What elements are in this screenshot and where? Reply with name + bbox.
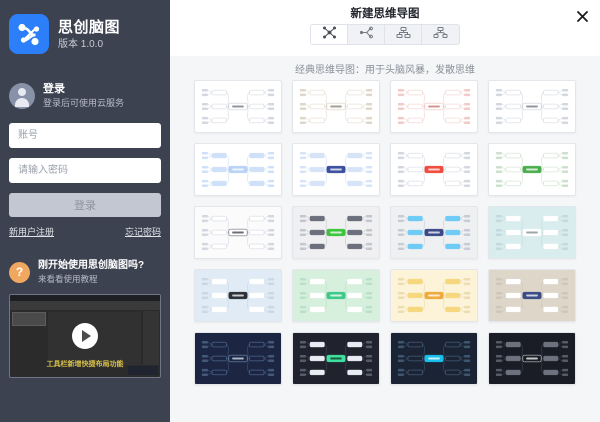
- template-preview: [195, 144, 281, 195]
- template-preview: [489, 270, 575, 321]
- page-title: 新建思维导图: [350, 8, 420, 20]
- dialog-header: 新建思维导图: [170, 0, 600, 56]
- login-title: 登录: [43, 83, 65, 95]
- org-chart-icon: [396, 26, 411, 44]
- brand-text: 思创脑图 版本 1.0.0: [58, 18, 120, 51]
- tree-chart-icon: [433, 26, 448, 44]
- template-preview: [195, 270, 281, 321]
- template-card[interactable]: [488, 80, 576, 133]
- template-preview: [391, 144, 477, 195]
- template-card[interactable]: [292, 143, 380, 196]
- template-preview: [195, 207, 281, 258]
- template-preview: [293, 144, 379, 195]
- template-preview: [489, 144, 575, 195]
- account-input[interactable]: [9, 123, 161, 148]
- close-icon[interactable]: [572, 6, 592, 26]
- video-titlebar: [10, 295, 160, 301]
- login-button[interactable]: 登录: [9, 193, 161, 217]
- video-panel-left: [12, 312, 46, 326]
- template-card[interactable]: [292, 332, 380, 385]
- template-preview: [489, 81, 575, 132]
- template-card[interactable]: [292, 80, 380, 133]
- video-toolbar: [10, 301, 160, 310]
- template-card[interactable]: [390, 332, 478, 385]
- template-card[interactable]: [488, 143, 576, 196]
- login-subtitle: 登录后可使用云服务: [43, 98, 125, 108]
- template-card[interactable]: [488, 332, 576, 385]
- template-preview: [391, 270, 477, 321]
- app-logo-icon: [9, 14, 49, 54]
- login-links: 新用户注册 忘记密码: [9, 225, 161, 238]
- logic-tree-icon: [359, 26, 374, 44]
- template-preview: [391, 333, 477, 384]
- sidebar: 思创脑图 版本 1.0.0 登录 登录后可使用云服务 登录 新用户注册 忘记密码…: [0, 0, 170, 422]
- template-card[interactable]: [390, 206, 478, 259]
- play-button-icon[interactable]: [72, 323, 98, 349]
- mind-map-icon: [322, 26, 337, 44]
- template-preview: [195, 333, 281, 384]
- template-preview: [391, 81, 477, 132]
- template-card[interactable]: [194, 80, 282, 133]
- subtitle-bar: 经典思维导图：用于头脑风暴，发散思维: [170, 56, 600, 80]
- app-title: 思创脑图: [58, 18, 121, 36]
- tutorial-header: ? 刚开始使用思创脑图吗? 来看看使用教程: [9, 260, 161, 284]
- template-grid-wrapper: [170, 80, 600, 422]
- template-card[interactable]: [390, 80, 478, 133]
- template-card[interactable]: [390, 269, 478, 322]
- tutorial-title: 刚开始使用思创脑图吗?: [38, 260, 145, 271]
- tutorial-video-thumbnail[interactable]: 工具栏新增快捷布局功能: [9, 294, 161, 378]
- tab-tree-chart[interactable]: [422, 25, 459, 44]
- tab-logic-tree[interactable]: [348, 25, 385, 44]
- template-grid: [176, 80, 594, 385]
- brand: 思创脑图 版本 1.0.0: [9, 14, 161, 54]
- tutorial-header-text: 刚开始使用思创脑图吗? 来看看使用教程: [38, 260, 144, 284]
- template-preview: [293, 81, 379, 132]
- app-version: 版本 1.0.0: [58, 38, 104, 50]
- template-card[interactable]: [194, 269, 282, 322]
- forgot-password-link[interactable]: 忘记密码: [124, 227, 161, 237]
- template-card[interactable]: [194, 143, 282, 196]
- template-preview: [293, 333, 379, 384]
- tutorial-subtitle: 来看看使用教程: [38, 274, 98, 284]
- template-preview: [293, 270, 379, 321]
- user-avatar-icon: [9, 83, 35, 109]
- template-card[interactable]: [488, 206, 576, 259]
- password-input[interactable]: [9, 158, 161, 183]
- template-preview: [195, 81, 281, 132]
- login-header-text: 登录 登录后可使用云服务: [43, 83, 124, 109]
- template-preview: [293, 207, 379, 258]
- video-caption: 工具栏新增快捷布局功能: [46, 361, 124, 368]
- diagram-type-tabs: [310, 24, 460, 45]
- template-preview: [489, 207, 575, 258]
- question-mark-icon: ?: [9, 261, 30, 283]
- video-panel-right: [143, 311, 159, 365]
- template-description: 经典思维导图：用于头脑风暴，发散思维: [295, 64, 475, 76]
- template-card[interactable]: [390, 143, 478, 196]
- template-card[interactable]: [292, 269, 380, 322]
- template-preview: [391, 207, 477, 258]
- video-watermark: [128, 366, 158, 375]
- main-panel: 新建思维导图: [170, 0, 600, 422]
- template-card[interactable]: [488, 269, 576, 322]
- template-card[interactable]: [194, 332, 282, 385]
- template-card[interactable]: [292, 206, 380, 259]
- template-card[interactable]: [194, 206, 282, 259]
- register-link[interactable]: 新用户注册: [9, 227, 55, 237]
- template-preview: [489, 333, 575, 384]
- tab-org-chart[interactable]: [385, 25, 422, 44]
- tab-mind-map[interactable]: [311, 25, 348, 44]
- login-header: 登录 登录后可使用云服务: [9, 83, 161, 109]
